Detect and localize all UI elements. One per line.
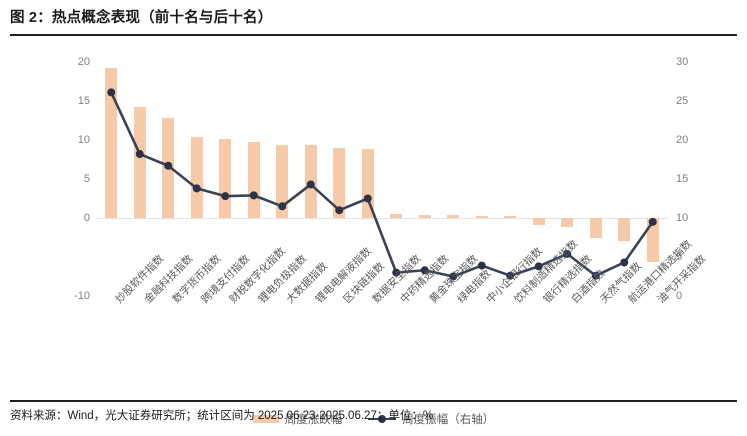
y-tick-left-0: 0 — [83, 211, 90, 224]
line-marker-16 — [563, 249, 572, 258]
line-marker-7 — [306, 180, 315, 189]
line-marker-1 — [135, 150, 144, 159]
y-tick-left-5: 5 — [83, 172, 90, 185]
bar-10 — [390, 214, 403, 218]
bar-8 — [333, 147, 346, 218]
plot-region — [97, 62, 667, 296]
line-marker-6 — [278, 202, 287, 211]
bar-13 — [475, 215, 488, 218]
legend-label-bar: 周度涨跌幅 — [284, 414, 343, 426]
line-marker-11 — [420, 266, 429, 275]
bar-5 — [247, 142, 260, 218]
title-divider — [10, 34, 737, 36]
bar-18 — [618, 218, 631, 241]
line-marker-8 — [335, 206, 344, 215]
line-marker-19 — [648, 217, 657, 226]
y-tick-left-15: 15 — [77, 94, 90, 107]
line-marker-17 — [591, 271, 600, 280]
bar-3 — [190, 136, 203, 218]
line-path — [109, 91, 655, 278]
y-tick-right-10: 10 — [676, 211, 689, 224]
page-title: 图 2：热点概念表现（前十名与后十名） — [10, 10, 273, 26]
footer-block: 资料来源：Wind，光大证券研究所；统计区间为 2025.06.23-2025.… — [10, 400, 737, 430]
line-with-dot-icon — [368, 415, 397, 424]
line-marker-4 — [221, 192, 230, 201]
y-tick-right-20: 20 — [676, 133, 689, 146]
bar-11 — [418, 214, 431, 218]
y-tick-right-0: 0 — [676, 289, 683, 302]
bar-1 — [133, 107, 146, 218]
bar-16 — [561, 218, 574, 228]
bar-0 — [105, 68, 118, 218]
bar-17 — [589, 218, 602, 239]
source-note: 资料来源：Wind，光大证券研究所；统计区间为 2025.06.23-2025.… — [10, 410, 434, 422]
line-marker-15 — [534, 262, 543, 271]
line-marker-18 — [620, 258, 629, 267]
bar-15 — [532, 218, 545, 226]
y-axis-left: -10 0 5 10 15 20 — [56, 56, 90, 301]
line-marker-13 — [477, 261, 486, 270]
chart-legend: 周度涨跌幅 周度振幅（右轴） — [0, 408, 747, 430]
bar-19 — [646, 218, 659, 262]
y-axis-right: 0 5 10 15 20 25 30 — [676, 56, 716, 301]
bar-9 — [361, 148, 374, 218]
bar-swatch-icon — [252, 415, 279, 423]
line-marker-12 — [449, 272, 458, 281]
y-tick-left-20: 20 — [77, 55, 90, 68]
bar-6 — [276, 144, 289, 218]
line-marker-5 — [249, 191, 258, 200]
footer-divider — [10, 400, 737, 402]
bar-12 — [447, 215, 460, 218]
y-tick-right-30: 30 — [676, 55, 689, 68]
y-tick-left-10: 10 — [77, 133, 90, 146]
line-marker-9 — [363, 194, 372, 203]
legend-item-bar: 周度涨跌幅 — [252, 411, 343, 427]
line-marker-10 — [392, 268, 401, 277]
y-tick-left--10: -10 — [74, 289, 90, 302]
bar-14 — [504, 216, 517, 218]
line-series — [107, 88, 657, 281]
line-marker-2 — [164, 161, 173, 170]
y-tick-right-5: 5 — [676, 250, 683, 263]
chart-area: -10 0 5 10 15 20 0 5 10 15 20 25 30 炒股软件指数 金融科技指数 数字货… — [0, 40, 747, 426]
line-marker-14 — [506, 271, 515, 280]
title-block: 图 2：热点概念表现（前十名与后十名） — [10, 8, 737, 36]
y-tick-right-25: 25 — [676, 94, 689, 107]
y-tick-right-15: 15 — [676, 172, 689, 185]
zero-gridline — [97, 218, 667, 219]
x-axis-categories: 炒股软件指数 金融科技指数 数字货币指数 跨境支付指数 财税数字化指数 锂电负极指数 大数据… — [97, 238, 709, 394]
legend-label-line: 周度振幅（右轴） — [402, 414, 495, 426]
legend-item-line: 周度振幅（右轴） — [368, 411, 494, 427]
line-marker-3 — [192, 184, 201, 193]
bar-4 — [219, 139, 232, 218]
line-marker-0 — [107, 88, 116, 97]
